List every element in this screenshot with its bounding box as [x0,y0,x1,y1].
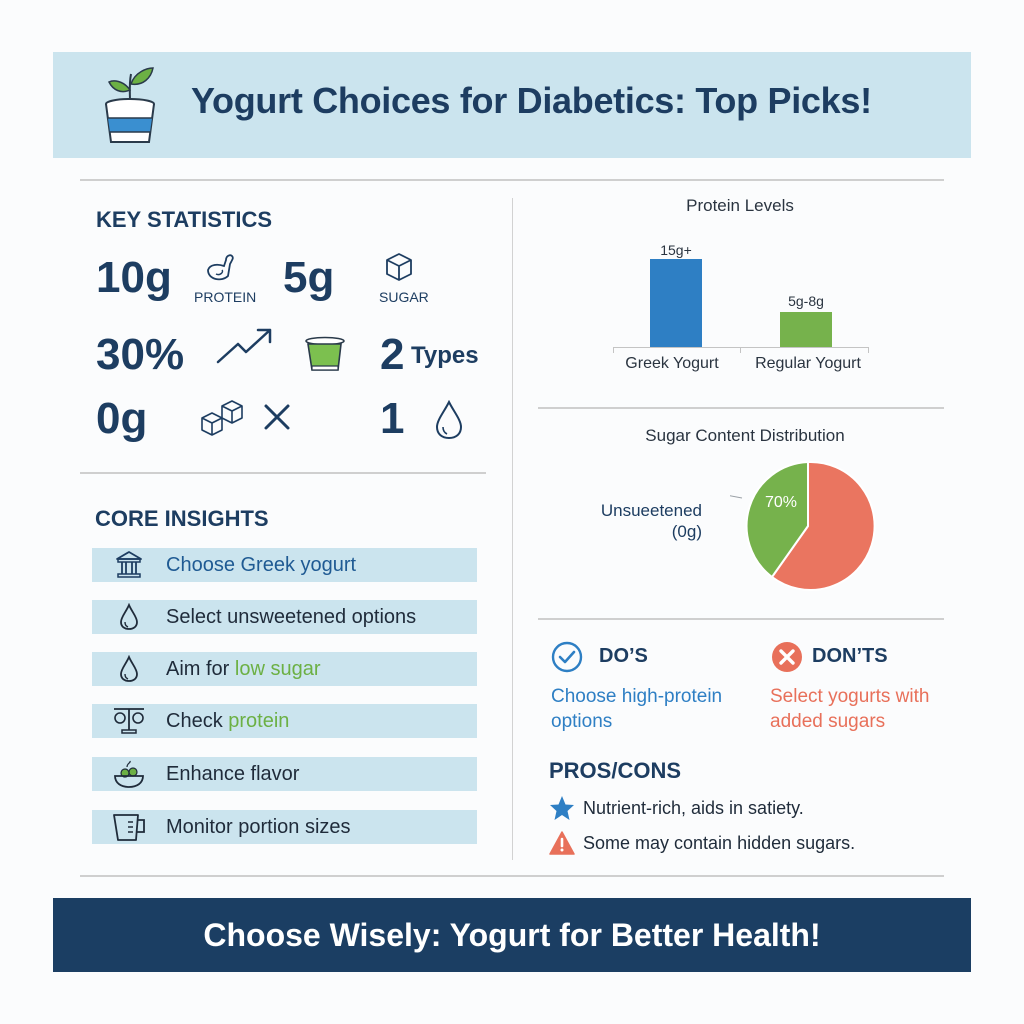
x-axis-tick [740,347,741,353]
stat-zero-sugar-value: 0g [96,394,148,443]
check-circle-icon [551,641,583,673]
insight-low-sugar: Aim for low sugar [92,652,477,686]
insight-highlight: protein [228,709,290,732]
bar-chart-title: Protein Levels [686,196,794,215]
donts-title: DON’TS [812,645,888,667]
insight-choose-greek: Choose Greek yogurt [92,548,477,582]
bar-chart-divider [538,407,944,409]
pros-cons-title: PROS/CONS [549,758,682,783]
donts-text: Select yogurts with added sugars [770,686,930,732]
insight-enhance-flavor: Enhance flavor [92,757,477,791]
con-text: Some may contain hidden sugars. [583,832,856,853]
bar-greek-yogurt [650,259,702,347]
droplet-icon [92,603,166,631]
chicken-icon [207,254,234,281]
insight-portion-sizes: Monitor portion sizes [92,810,477,844]
key-statistics-title: KEY STATISTICS [96,207,273,232]
x-axis-tick [613,347,614,353]
page-title: Yogurt Choices for Diabetics: Top Picks! [191,80,872,121]
scale-icon [92,706,166,736]
stat-types-label: Types [411,342,479,369]
sugar-cube-icon [386,253,412,281]
bar-label-regular: 5g-8g [788,293,824,309]
x-axis-tick [868,347,869,353]
footer-banner: Choose Wisely: Yogurt for Better Health! [53,898,971,972]
top-divider [80,179,944,181]
stat-sugar-value: 5g [283,253,335,302]
category-greek-yogurt: Greek Yogurt [625,355,719,372]
fruit-bowl-icon [92,759,166,789]
x-circle-icon [772,642,802,672]
insight-text: Monitor portion sizes [166,815,351,838]
greek-column-icon [92,550,166,580]
sugar-pie-chart [730,460,876,591]
category-regular-yogurt: Regular Yogurt [755,355,861,372]
pro-text: Nutrient-rich, aids in satiety. [583,797,804,818]
stat-types-value: 2 [380,330,405,379]
insight-text: Choose Greek yogurt [166,553,357,576]
x-axis [613,347,869,348]
insight-check-protein: Check protein [92,704,477,738]
droplet-icon [92,655,166,683]
droplet-icon [435,400,463,440]
sugar-cubes-x-icon [201,400,243,436]
stats-divider [80,472,486,474]
insight-text: Aim for low sugar [166,658,321,681]
pie-slice-label: 70% [765,494,798,511]
insight-text: Check protein [166,710,289,733]
column-divider [512,198,513,860]
pie-annotation: Unsueetened (0g) [600,501,702,541]
footer-text: Choose Wisely: Yogurt for Better Health! [203,916,821,953]
star-icon [550,796,574,820]
bar-label-greek: 15g+ [660,242,692,258]
pie-chart-divider [538,618,944,620]
bottom-divider [80,875,944,877]
insight-highlight: low sugar [234,657,321,680]
yogurt-cup-sprout-icon [105,67,155,143]
header-banner: Yogurt Choices for Diabetics: Top Picks! [53,52,971,158]
measuring-cup-icon [92,812,166,842]
trend-up-icon [216,328,272,364]
insight-text-main: Aim for [166,657,235,680]
stat-protein-label: PROTEIN [194,289,257,305]
stat-sugar-label: SUGAR [379,289,429,305]
insight-text: Select unsweetened options [166,605,417,628]
yogurt-cup-icon [305,336,345,371]
stat-protein-value: 10g [96,253,172,302]
dos-title: DO’S [599,645,648,667]
bar-regular-yogurt [780,312,832,347]
insight-unsweetened: Select unsweetened options [92,600,477,634]
con-item: Some may contain hidden sugars. [549,830,855,856]
dos-text: Choose high-protein options [551,686,723,732]
stat-one-value: 1 [380,394,405,443]
insight-text-main: Check [166,709,229,732]
stat-percent-value: 30% [96,330,185,379]
pro-item: Nutrient-rich, aids in satiety. [549,795,804,821]
warning-icon [549,831,575,855]
pie-chart-title: Sugar Content Distribution [645,426,845,445]
insight-text: Enhance flavor [166,762,300,785]
x-icon [264,404,290,430]
core-insights-title: CORE INSIGHTS [95,506,269,531]
